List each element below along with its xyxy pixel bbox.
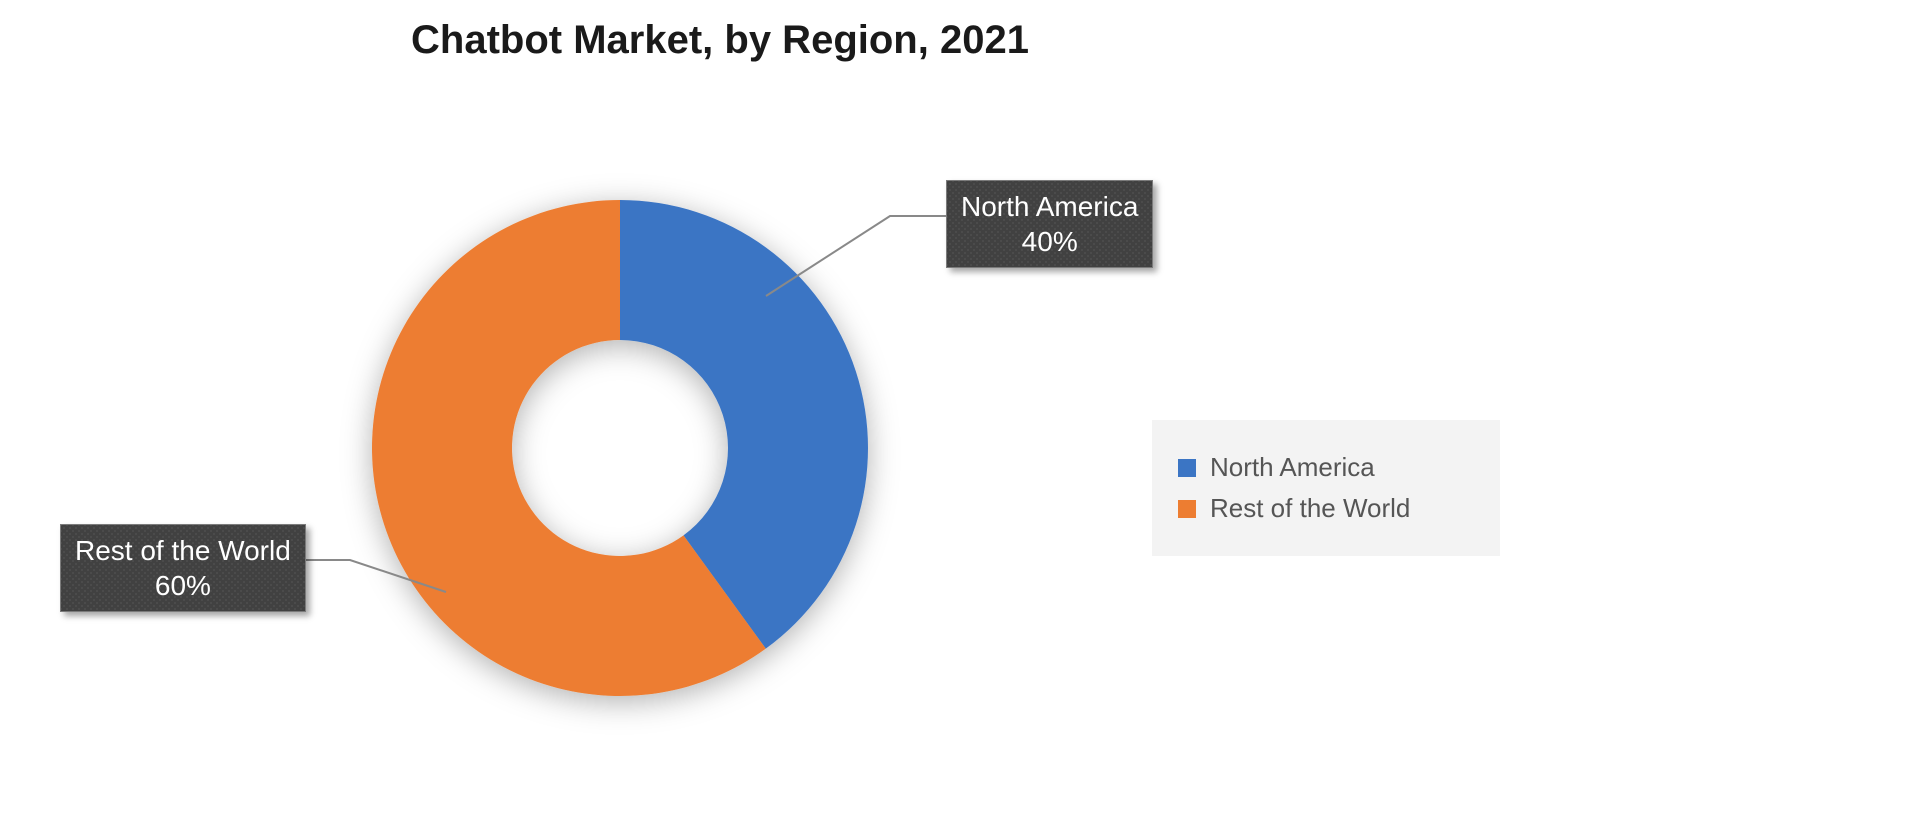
legend-text: Rest of the World — [1210, 493, 1410, 524]
legend-swatch — [1178, 500, 1196, 518]
slice-label-value: 40% — [961, 224, 1138, 259]
donut-chart — [0, 0, 1920, 823]
slice-label-text: North America — [961, 189, 1138, 224]
legend-swatch — [1178, 459, 1196, 477]
legend-item: North America — [1178, 452, 1410, 483]
slice-label-text: Rest of the World — [75, 533, 291, 568]
slice-label-value: 60% — [75, 568, 291, 603]
legend: North America Rest of the World — [1152, 420, 1500, 556]
legend-item: Rest of the World — [1178, 493, 1410, 524]
slice-label-rest-of-world: Rest of the World 60% — [60, 524, 306, 612]
slice-label-north-america: North America 40% — [946, 180, 1153, 268]
legend-text: North America — [1210, 452, 1375, 483]
